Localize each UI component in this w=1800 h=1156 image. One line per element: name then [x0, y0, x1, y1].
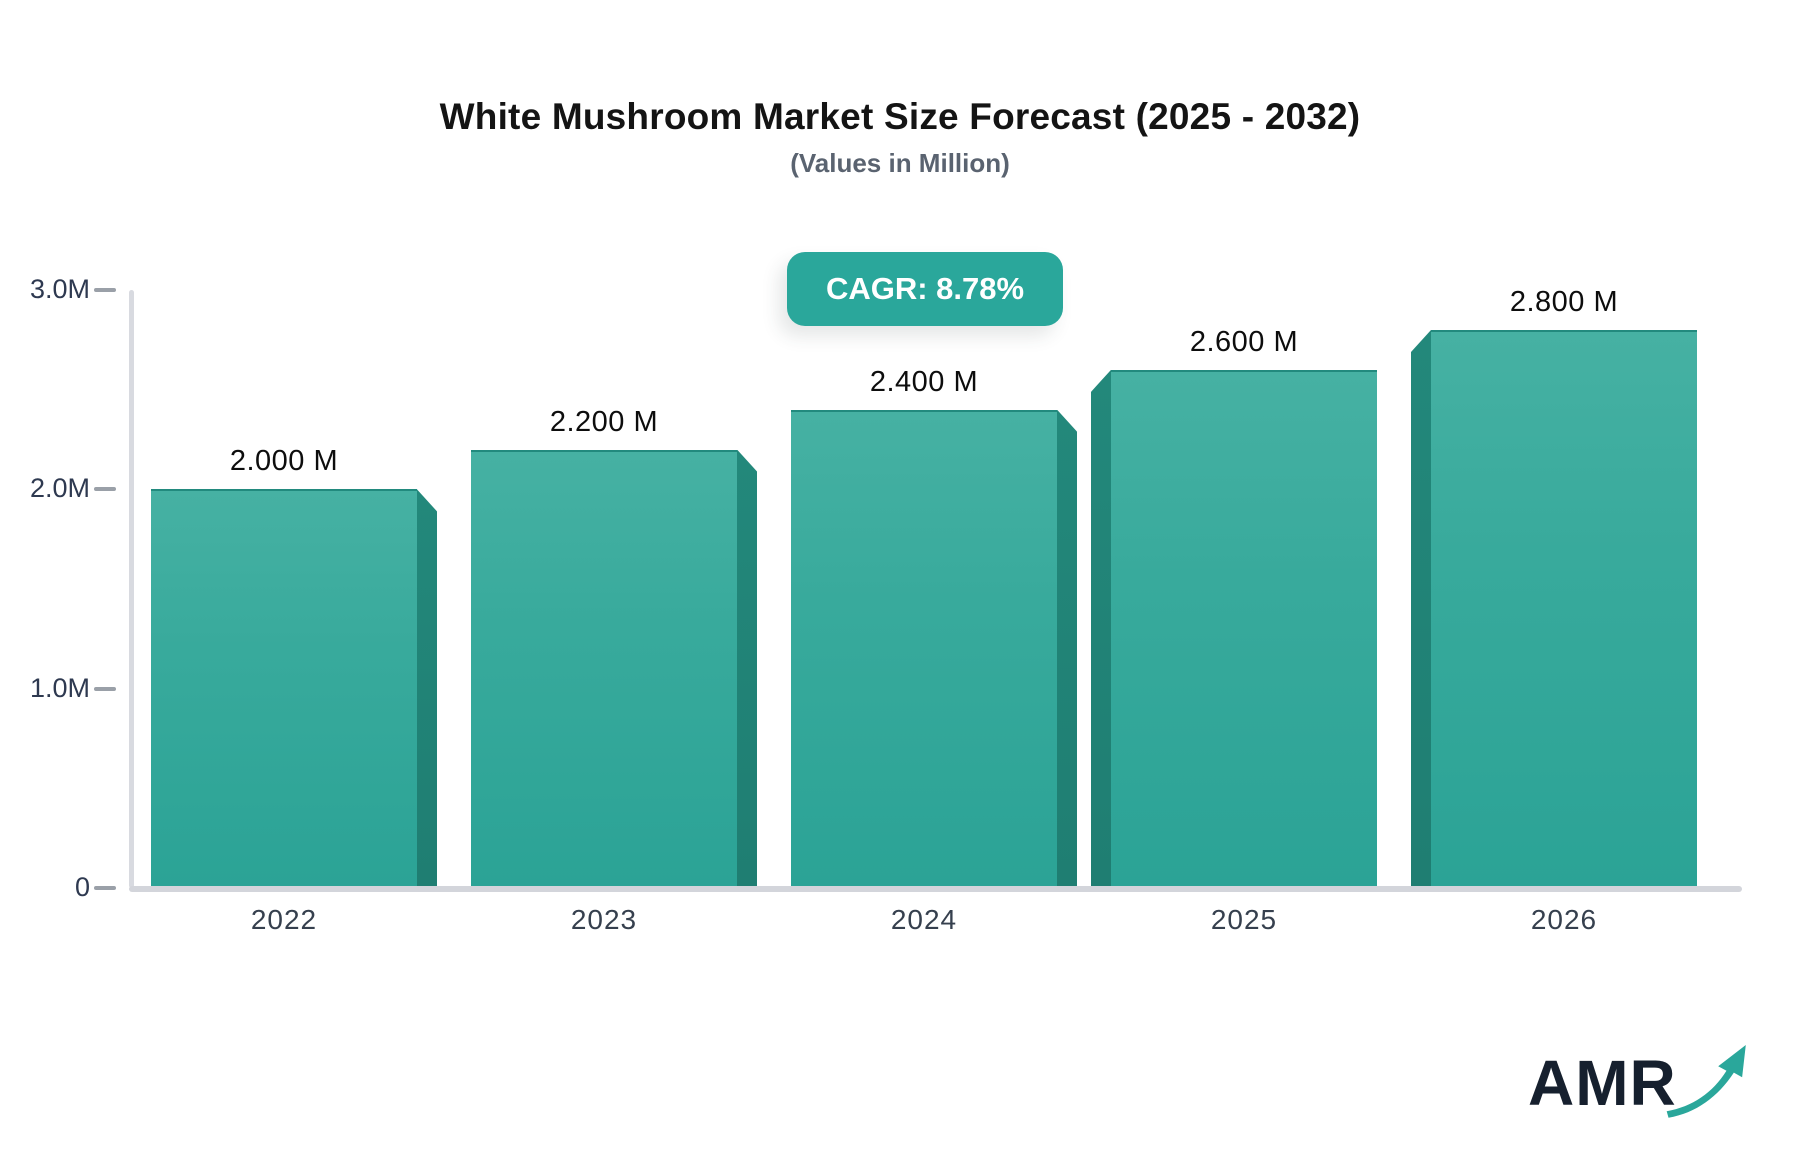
bar-side-shadow-2026 — [1411, 329, 1431, 886]
y-tick-label: 2.0M — [29, 473, 90, 504]
bar-value-label: 2.400 M — [869, 365, 979, 398]
amr-logo: AMR — [1528, 1028, 1778, 1138]
bar-side-shadow-2023 — [737, 449, 757, 886]
x-tick-label-2023: 2023 — [570, 904, 638, 935]
bar-value-label: 2.000 M — [229, 445, 339, 478]
x-tick-label-2026: 2026 — [1530, 904, 1598, 935]
y-tick-label: 0 — [74, 872, 90, 902]
x-tick-label-2025: 2025 — [1210, 904, 1278, 935]
chart-title: White Mushroom Market Size Forecast (202… — [439, 96, 1361, 137]
y-tick-mark — [94, 886, 116, 890]
y-tick-label: 3.0M — [29, 274, 90, 305]
bar-2026 — [1431, 329, 1697, 886]
y-tick-mark — [94, 288, 116, 293]
bar-2023 — [471, 449, 737, 886]
y-tick-mark — [94, 686, 116, 691]
x-axis-line — [129, 886, 1742, 892]
growth-arrow-icon — [1666, 1045, 1746, 1118]
bar-value-label: 2.200 M — [549, 405, 659, 438]
bar-side-shadow-2024 — [1057, 409, 1077, 886]
cagr-badge-label: CAGR: 8.78% — [825, 271, 1025, 306]
bar-value-label: 2.600 M — [1189, 325, 1299, 358]
y-axis-line — [129, 290, 134, 888]
x-tick-label-2024: 2024 — [890, 904, 958, 935]
bar-2025 — [1111, 369, 1377, 886]
y-tick-mark — [94, 487, 116, 492]
y-tick-label: 1.0M — [29, 672, 90, 703]
amr-logo-text: AMR — [1528, 1047, 1677, 1119]
bar-side-shadow-2022 — [417, 489, 437, 886]
bar-side-shadow-2025 — [1091, 369, 1111, 886]
chart-subtitle: (Values in Million) — [790, 148, 1010, 178]
bar-value-label: 2.800 M — [1509, 285, 1619, 318]
bar-2022 — [151, 489, 417, 886]
x-tick-label-2022: 2022 — [250, 904, 318, 935]
bar-2024 — [791, 409, 1057, 886]
cagr-badge: CAGR: 8.78% — [787, 252, 1063, 326]
